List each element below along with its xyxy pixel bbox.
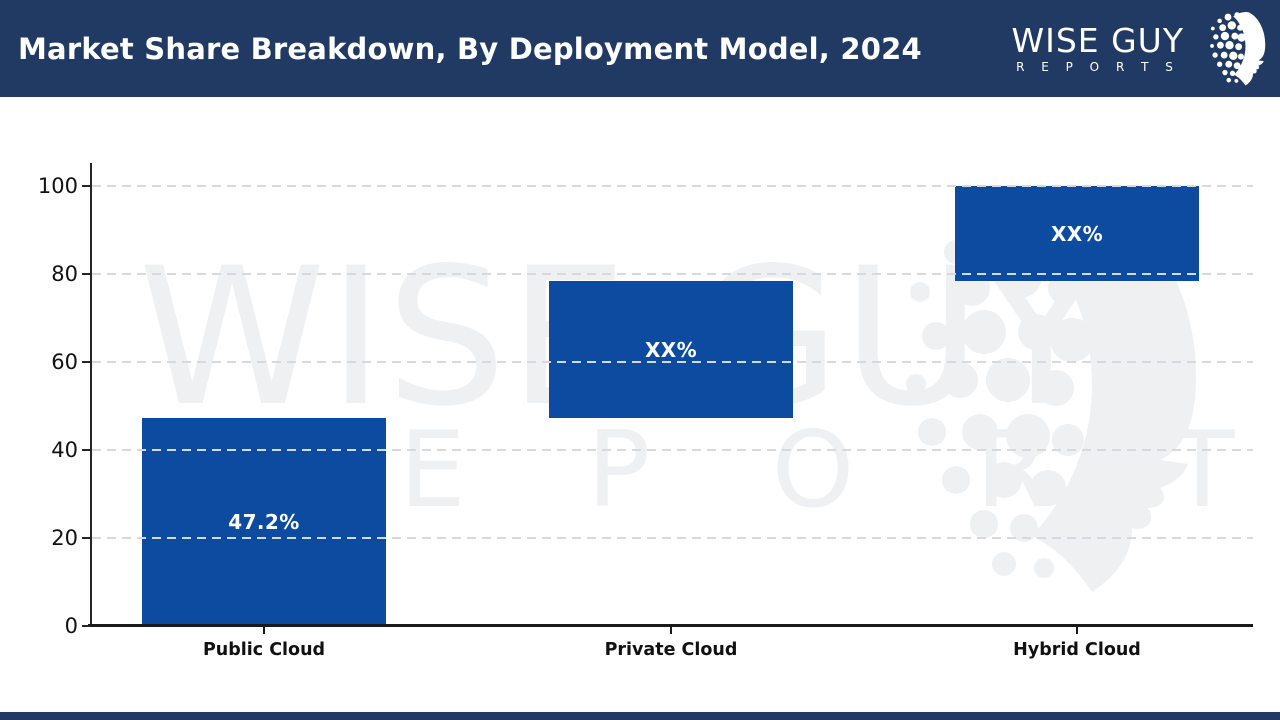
x-category-label: Private Cloud	[604, 640, 738, 660]
bar-value-label: XX%	[644, 337, 698, 362]
y-tick-label: 80	[51, 262, 78, 286]
gridline-80	[92, 273, 1253, 275]
logo-reports-text: R E P O R T S	[1016, 60, 1180, 74]
x-tick-mark	[263, 627, 265, 634]
gridline-100	[92, 185, 1253, 187]
page-title: Market Share Breakdown, By Deployment Mo…	[18, 31, 922, 66]
x-category-label: Public Cloud	[202, 640, 326, 660]
gridline-20	[92, 537, 1253, 539]
y-tick-mark	[82, 537, 90, 539]
gridline-40	[92, 449, 1253, 451]
y-tick-label: 20	[51, 526, 78, 550]
y-tick-mark	[82, 273, 90, 275]
y-tick-mark	[82, 449, 90, 451]
logo-head-icon	[1190, 10, 1266, 88]
gridline-60	[92, 361, 1253, 363]
y-tick-label: 100	[37, 174, 78, 198]
y-axis-line	[90, 163, 92, 626]
y-tick-mark	[82, 625, 90, 627]
x-axis-line	[88, 624, 1253, 627]
bar-hybrid-cloud: XX%	[955, 186, 1199, 282]
logo-wordmark: WISE GUY	[1011, 21, 1184, 60]
y-tick-label: 0	[64, 614, 78, 638]
bar-private-cloud: XX%	[549, 281, 793, 419]
y-tick-mark	[82, 361, 90, 363]
x-category-label: Hybrid Cloud	[1013, 640, 1141, 660]
y-tick-mark	[82, 185, 90, 187]
x-tick-mark	[670, 627, 672, 634]
bar-public-cloud: 47.2%	[142, 418, 386, 626]
logo-text: WISE GUY R E P O R T S	[1011, 24, 1184, 73]
footer-bar	[0, 712, 1280, 720]
bar-value-label: XX%	[1050, 221, 1104, 246]
x-tick-mark	[1076, 627, 1078, 634]
bar-value-label: 47.2%	[228, 510, 300, 535]
y-tick-label: 40	[51, 438, 78, 462]
y-tick-label: 60	[51, 350, 78, 374]
header-bar: Market Share Breakdown, By Deployment Mo…	[0, 0, 1280, 97]
wise-guy-logo: WISE GUY R E P O R T S	[1011, 10, 1266, 88]
